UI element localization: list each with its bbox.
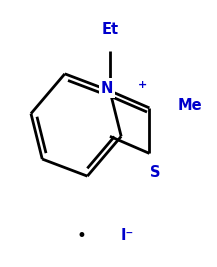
Text: Et: Et <box>101 22 118 37</box>
Text: N: N <box>101 81 113 96</box>
Text: +: + <box>138 80 147 90</box>
Text: I⁻: I⁻ <box>120 228 133 243</box>
Text: •: • <box>77 227 87 245</box>
Text: S: S <box>150 165 160 180</box>
Text: Me: Me <box>178 97 202 113</box>
